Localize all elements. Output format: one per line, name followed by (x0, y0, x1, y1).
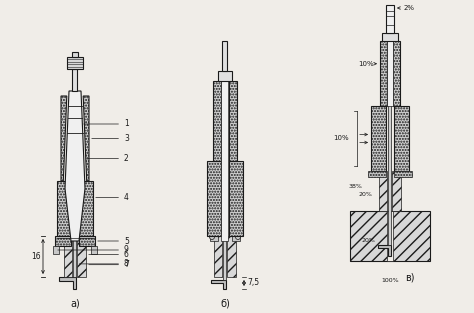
Polygon shape (60, 277, 76, 289)
Circle shape (210, 234, 215, 239)
Text: 2%: 2% (404, 5, 415, 11)
Text: 5: 5 (98, 237, 129, 245)
Text: 7: 7 (89, 260, 129, 269)
Polygon shape (392, 171, 401, 211)
Text: 8: 8 (79, 259, 129, 269)
Polygon shape (207, 161, 221, 236)
Polygon shape (213, 81, 221, 161)
Polygon shape (72, 52, 78, 57)
Polygon shape (368, 171, 386, 177)
Polygon shape (386, 5, 394, 33)
Polygon shape (380, 41, 387, 106)
Text: 38%: 38% (349, 184, 363, 189)
Text: 100%: 100% (381, 278, 399, 283)
Polygon shape (394, 106, 409, 171)
Text: 10%: 10% (358, 61, 374, 67)
Polygon shape (61, 96, 67, 181)
Polygon shape (65, 91, 85, 241)
Polygon shape (228, 236, 236, 277)
Polygon shape (379, 245, 392, 256)
Polygon shape (389, 16, 392, 245)
Polygon shape (67, 57, 83, 69)
Polygon shape (55, 236, 71, 246)
Polygon shape (79, 181, 93, 236)
Text: 7,5: 7,5 (247, 279, 259, 288)
Polygon shape (211, 280, 227, 289)
Text: в): в) (405, 273, 414, 283)
Polygon shape (91, 246, 97, 254)
Text: 2: 2 (88, 154, 129, 163)
Text: 20%: 20% (361, 239, 375, 244)
Polygon shape (393, 41, 400, 106)
Polygon shape (222, 41, 228, 71)
Text: 20%: 20% (359, 192, 373, 198)
Polygon shape (232, 233, 240, 241)
Polygon shape (387, 41, 393, 106)
Polygon shape (394, 171, 412, 177)
Text: а): а) (70, 299, 80, 309)
Polygon shape (210, 233, 218, 241)
Polygon shape (214, 236, 222, 277)
Polygon shape (350, 211, 430, 261)
Text: 16: 16 (31, 252, 41, 261)
Polygon shape (229, 81, 237, 161)
Polygon shape (83, 96, 89, 181)
Text: 3: 3 (92, 134, 129, 143)
Polygon shape (79, 236, 95, 246)
Polygon shape (78, 236, 86, 277)
Polygon shape (218, 71, 232, 81)
Polygon shape (53, 246, 59, 254)
Polygon shape (73, 146, 76, 277)
Text: 6: 6 (89, 250, 129, 259)
Polygon shape (229, 161, 243, 236)
Polygon shape (379, 171, 388, 211)
Polygon shape (382, 33, 398, 41)
Polygon shape (73, 69, 78, 91)
Polygon shape (64, 236, 73, 277)
Text: 9: 9 (58, 245, 129, 254)
Circle shape (236, 234, 240, 239)
Text: 10%: 10% (333, 136, 349, 141)
Text: б): б) (220, 299, 230, 309)
Polygon shape (371, 106, 386, 171)
Polygon shape (387, 211, 393, 261)
Polygon shape (221, 76, 228, 241)
Polygon shape (57, 181, 71, 236)
Text: 4: 4 (96, 193, 129, 202)
Text: 1: 1 (84, 120, 129, 129)
Polygon shape (224, 91, 227, 280)
